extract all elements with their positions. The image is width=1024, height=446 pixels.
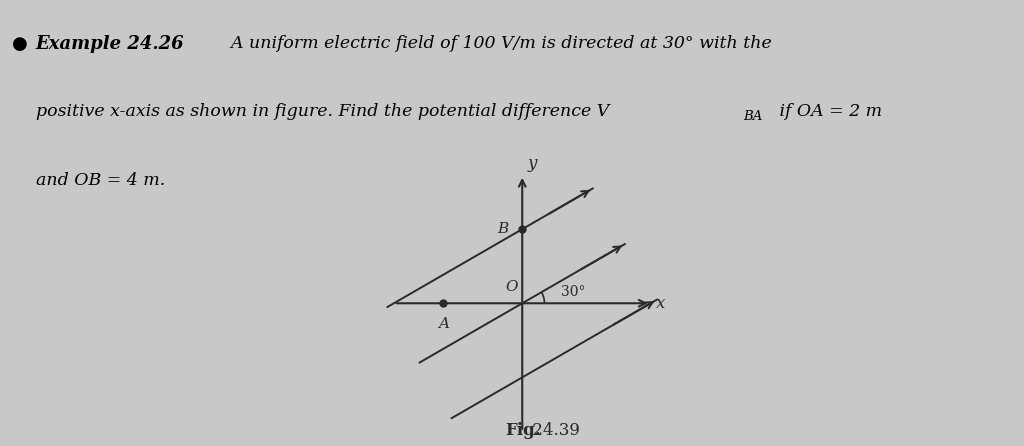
Text: x: x bbox=[655, 295, 665, 312]
Text: O: O bbox=[505, 281, 517, 294]
Text: and OB = 4 m.: and OB = 4 m. bbox=[36, 172, 165, 189]
Text: BA: BA bbox=[743, 110, 763, 123]
Text: 30°: 30° bbox=[560, 285, 585, 299]
Text: 24.39: 24.39 bbox=[527, 422, 580, 439]
Text: B: B bbox=[498, 222, 508, 236]
Text: Example 24.26: Example 24.26 bbox=[36, 35, 184, 53]
Text: A uniform electric field of 100 V/m is directed at 30° with the: A uniform electric field of 100 V/m is d… bbox=[220, 35, 772, 52]
Text: if OA = 2 m: if OA = 2 m bbox=[774, 103, 883, 120]
Text: ●: ● bbox=[12, 35, 28, 53]
Text: Fig.: Fig. bbox=[505, 422, 541, 439]
Text: A: A bbox=[437, 317, 449, 331]
Text: y: y bbox=[527, 155, 537, 173]
Text: positive x-axis as shown in figure. Find the potential difference V: positive x-axis as shown in figure. Find… bbox=[36, 103, 609, 120]
